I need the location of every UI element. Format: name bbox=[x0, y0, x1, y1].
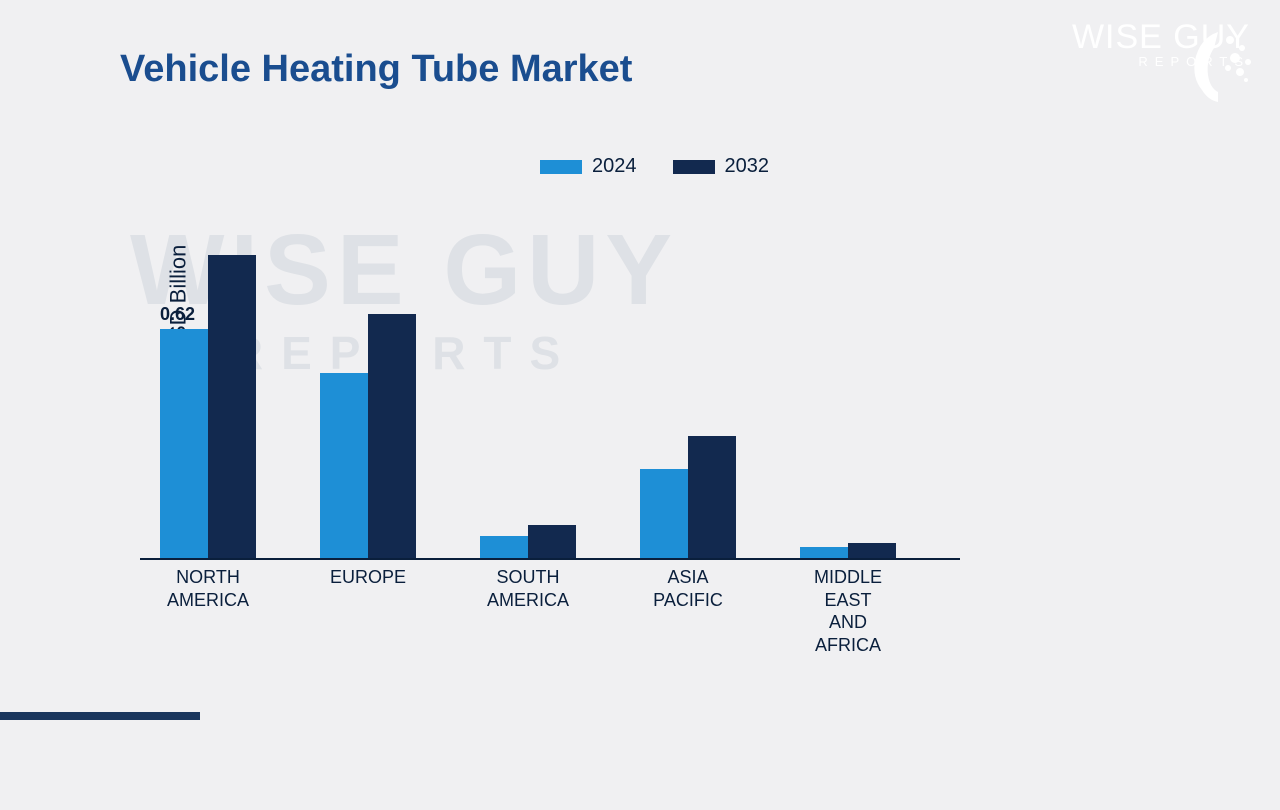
x-axis-category-label: MIDDLE EAST AND AFRICA bbox=[814, 566, 882, 656]
x-axis-category-label: NORTH AMERICA bbox=[167, 566, 249, 611]
x-axis-baseline bbox=[140, 558, 960, 560]
x-axis-category-label: ASIA PACIFIC bbox=[653, 566, 723, 611]
legend-swatch-2024 bbox=[540, 160, 582, 174]
bottom-accent-strip bbox=[0, 712, 200, 720]
bar bbox=[480, 536, 528, 558]
bar bbox=[368, 314, 416, 558]
bar bbox=[688, 436, 736, 558]
legend-swatch-2032 bbox=[673, 160, 715, 174]
bar bbox=[848, 543, 896, 558]
legend: 2024 2032 bbox=[540, 155, 769, 178]
bar bbox=[160, 329, 208, 558]
x-axis-category-label: EUROPE bbox=[330, 566, 406, 589]
chart-area: Market Size in USD Billion 2024 2032 0.6… bbox=[60, 160, 960, 660]
logo-main-text: WISE GUY bbox=[1072, 20, 1250, 54]
legend-label-2024: 2024 bbox=[592, 155, 637, 178]
bar-value-label: 0.62 bbox=[160, 304, 195, 325]
bar bbox=[208, 255, 256, 558]
legend-item-2024: 2024 bbox=[540, 155, 637, 178]
bar bbox=[528, 525, 576, 558]
chart-title: Vehicle Heating Tube Market bbox=[120, 48, 632, 91]
brand-logo: WISE GUY REPORTS bbox=[1072, 20, 1250, 69]
legend-item-2032: 2032 bbox=[673, 155, 770, 178]
bar bbox=[800, 547, 848, 558]
bar bbox=[320, 373, 368, 558]
logo-sub-text: REPORTS bbox=[1072, 54, 1250, 69]
plot-area: 0.62NORTH AMERICAEUROPESOUTH AMERICAASIA… bbox=[140, 190, 960, 560]
bar bbox=[640, 469, 688, 558]
legend-label-2032: 2032 bbox=[725, 155, 770, 178]
x-axis-category-label: SOUTH AMERICA bbox=[487, 566, 569, 611]
